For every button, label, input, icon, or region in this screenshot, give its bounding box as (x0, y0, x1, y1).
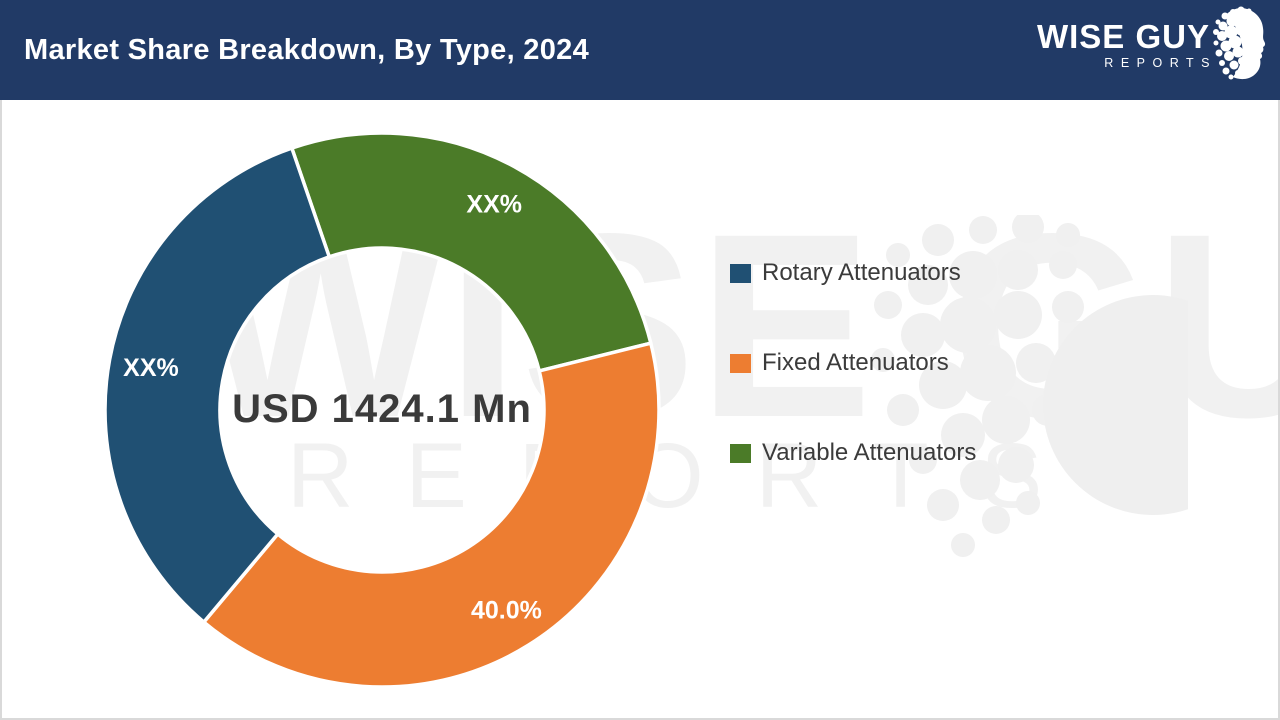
donut-segment-fixed-attenuators (202, 341, 661, 689)
watermark-face-dots (871, 215, 1188, 557)
donut-chart: XX% 40.0% XX% USD 1424.1 Mn (103, 131, 661, 689)
legend-item-fixed-attenuators: Fixed Attenuators (730, 350, 949, 376)
donut-center-value: USD 1424.1 Mn (232, 387, 532, 431)
logo-face-icon (1213, 6, 1266, 80)
wise-guy-logo: WISE GUY REPORTS (1037, 6, 1268, 84)
page-title: Market Share Breakdown, By Type, 2024 (24, 33, 590, 66)
legend-label: Fixed Attenuators (762, 349, 949, 376)
donut-segment-variable-attenuators (290, 131, 653, 373)
slice-label-variable-attenuators: XX% (466, 191, 522, 219)
chart-area: WISE GUY REPORTS XX%40.0%XX%USD (0, 100, 1280, 720)
donut-segment-rotary-attenuators (103, 146, 332, 624)
legend-item-variable-attenuators: Variable Attenuators (730, 440, 976, 466)
logo-subtext: REPORTS (1104, 56, 1217, 71)
logo-text: WISE GUY REPORTS (1036, 17, 1210, 70)
logo-wordmark: WISE GUY (1036, 17, 1210, 55)
header-bar: Market Share Breakdown, By Type, 2024 WI… (0, 0, 1280, 100)
legend-label: Variable Attenuators (762, 439, 977, 466)
slice-label-fixed-attenuators: 40.0% (471, 596, 542, 624)
slice-label-rotary-attenuators: XX% (123, 354, 179, 382)
legend-label: Rotary Attenuators (762, 259, 961, 286)
legend-item-rotary-attenuators: Rotary Attenuators (730, 260, 961, 286)
